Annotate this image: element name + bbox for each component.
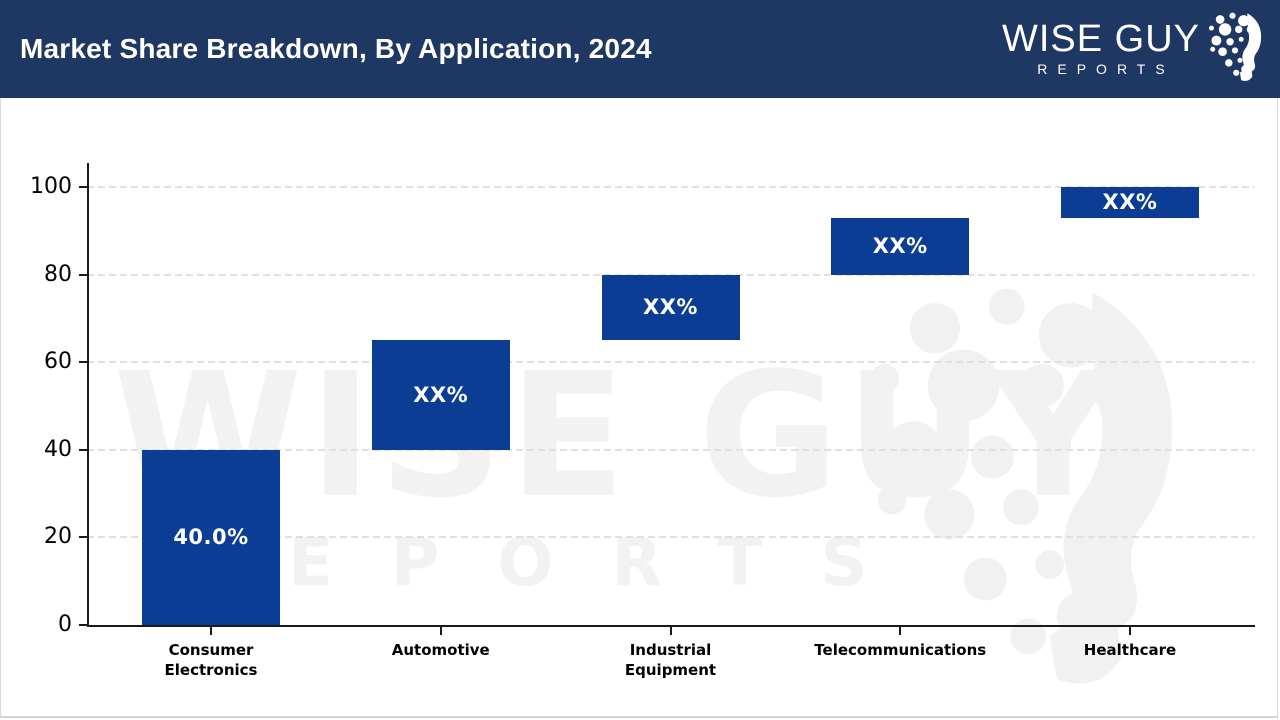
gridline (87, 536, 1255, 539)
logo-wordmark: WISE GUY (1001, 17, 1200, 60)
x-category-label: Industrial Equipment (624, 641, 717, 680)
y-tick-mark (79, 448, 87, 451)
bar-value-label: XX% (643, 295, 698, 320)
x-tick-mark (669, 627, 672, 635)
y-tick-label: 80 (44, 261, 72, 287)
gridline (87, 361, 1255, 364)
y-tick-label: 0 (58, 612, 72, 637)
x-category-label: Telecommunications (814, 641, 987, 659)
bar: 40.0% (142, 449, 280, 625)
bar-value-label: XX% (872, 234, 928, 259)
y-tick-mark (79, 186, 87, 188)
logo-subtext: REPORTS (1037, 61, 1175, 78)
y-axis-line (87, 163, 89, 627)
y-tick-label: 20 (44, 524, 72, 550)
bar-value-label: XX% (413, 383, 469, 408)
gridline (87, 448, 1255, 451)
y-tick-label: 100 (30, 174, 72, 199)
y-tick-label: 60 (44, 349, 72, 375)
x-category-label: Automotive (391, 641, 490, 659)
gridline (87, 186, 1255, 188)
x-tick-mark (210, 627, 212, 635)
header: Market Share Breakdown, By Application, … (0, 0, 1280, 98)
bar: XX% (1061, 187, 1199, 218)
x-category-label: Consumer Electronics (164, 641, 258, 680)
x-tick-mark (1129, 627, 1131, 635)
logo-head-icon (1208, 12, 1262, 81)
bar: XX% (831, 217, 970, 275)
bar-value-label: XX% (1102, 190, 1158, 215)
x-category-label: Healthcare (1083, 641, 1177, 659)
y-tick-mark (79, 624, 87, 626)
chart-title: Market Share Breakdown, By Application, … (20, 33, 652, 64)
bar: XX% (601, 274, 740, 341)
x-axis-line (87, 625, 1255, 627)
y-tick-mark (79, 361, 87, 364)
y-tick-label: 40 (44, 436, 72, 462)
brand-logo: WISE GUY REPORTS (1002, 8, 1266, 88)
y-tick-mark (79, 273, 87, 276)
bar-value-label: 40.0% (173, 525, 249, 550)
x-tick-mark (439, 627, 442, 635)
y-tick-mark (79, 536, 87, 539)
bar: XX% (371, 340, 510, 450)
x-tick-mark (899, 627, 902, 635)
